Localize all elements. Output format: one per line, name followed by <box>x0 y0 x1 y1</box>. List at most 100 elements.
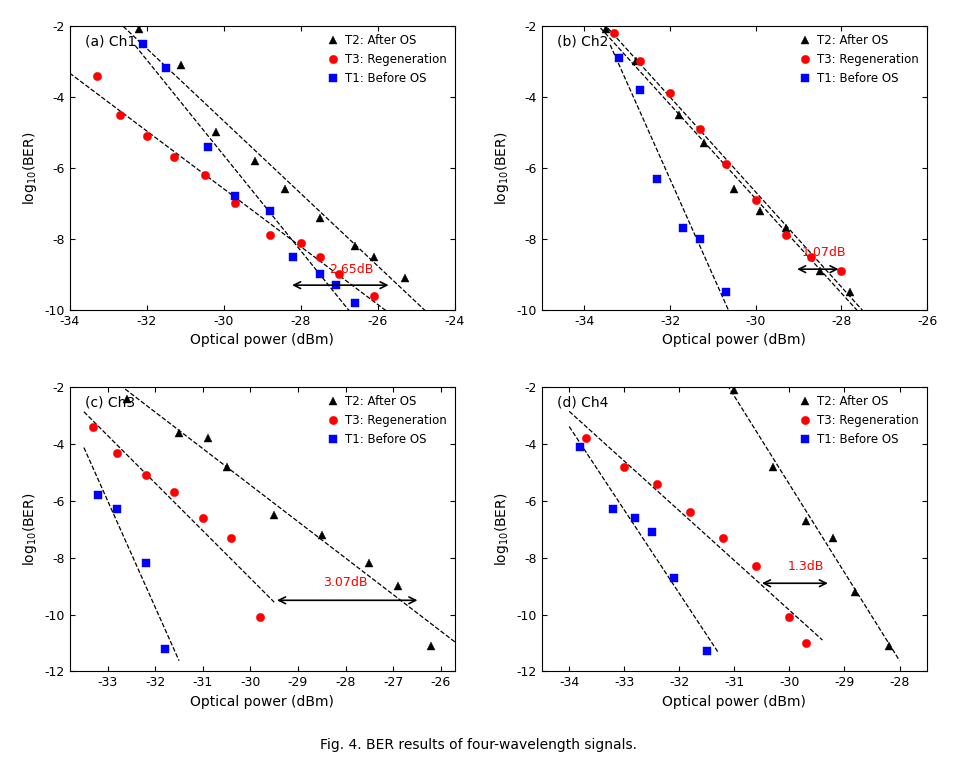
T3: Regeneration: (-32.4, -5.4): Regeneration: (-32.4, -5.4) <box>651 480 663 489</box>
T2: After OS: (-26.2, -11.1): After OS: (-26.2, -11.1) <box>425 641 437 651</box>
Y-axis label: log$_{10}$(BER): log$_{10}$(BER) <box>21 492 39 566</box>
Line: T2: After OS: T2: After OS <box>602 25 855 296</box>
Text: Fig. 4. BER results of four-wavelength signals.: Fig. 4. BER results of four-wavelength s… <box>321 739 637 752</box>
T3: Regeneration: (-30.7, -5.9): Regeneration: (-30.7, -5.9) <box>720 160 732 169</box>
T3: Regeneration: (-32.7, -3): Regeneration: (-32.7, -3) <box>634 57 646 66</box>
T1: Before OS: (-28.2, -8.5): Before OS: (-28.2, -8.5) <box>287 252 299 261</box>
T1: Before OS: (-31.5, -11.3): Before OS: (-31.5, -11.3) <box>701 647 713 656</box>
T2: After OS: (-28.4, -6.6): After OS: (-28.4, -6.6) <box>280 185 291 194</box>
T3: Regeneration: (-31.6, -5.7): Regeneration: (-31.6, -5.7) <box>169 488 180 497</box>
T1: Before OS: (-32.1, -8.7): Before OS: (-32.1, -8.7) <box>668 573 679 582</box>
T3: Regeneration: (-27.5, -8.5): Regeneration: (-27.5, -8.5) <box>314 252 326 261</box>
T2: After OS: (-30.3, -4.8): After OS: (-30.3, -4.8) <box>767 462 779 471</box>
T2: After OS: (-32.8, -3): After OS: (-32.8, -3) <box>630 57 642 66</box>
T3: Regeneration: (-30.6, -8.3): Regeneration: (-30.6, -8.3) <box>751 562 763 571</box>
X-axis label: Optical power (dBm): Optical power (dBm) <box>662 695 807 709</box>
T1: Before OS: (-31.8, -11.2): Before OS: (-31.8, -11.2) <box>159 644 171 653</box>
T1: Before OS: (-29.7, -6.8): Before OS: (-29.7, -6.8) <box>230 192 241 201</box>
T2: After OS: (-28.5, -7.2): After OS: (-28.5, -7.2) <box>316 530 328 540</box>
T2: After OS: (-27.5, -7.4): After OS: (-27.5, -7.4) <box>314 213 326 222</box>
T1: Before OS: (-33.2, -2.9): Before OS: (-33.2, -2.9) <box>613 53 625 62</box>
Legend: T2: After OS, T3: Regeneration, T1: Before OS: T2: After OS, T3: Regeneration, T1: Befo… <box>796 393 922 448</box>
T3: Regeneration: (-31.2, -7.3): Regeneration: (-31.2, -7.3) <box>718 534 729 543</box>
Line: T3: Regeneration: T3: Regeneration <box>582 434 810 647</box>
T3: Regeneration: (-28.8, -7.9): Regeneration: (-28.8, -7.9) <box>264 231 276 240</box>
T1: Before OS: (-31.5, -3.2): Before OS: (-31.5, -3.2) <box>160 64 171 73</box>
T2: After OS: (-26.9, -9): After OS: (-26.9, -9) <box>392 581 403 591</box>
T2: After OS: (-33.5, -2.1): After OS: (-33.5, -2.1) <box>600 25 611 34</box>
Legend: T2: After OS, T3: Regeneration, T1: Before OS: T2: After OS, T3: Regeneration, T1: Befo… <box>324 393 449 448</box>
T2: After OS: (-31.2, -5.3): After OS: (-31.2, -5.3) <box>698 138 710 147</box>
T3: Regeneration: (-30, -10.1): Regeneration: (-30, -10.1) <box>784 613 795 622</box>
Line: T2: After OS: T2: After OS <box>730 386 893 650</box>
T3: Regeneration: (-31.3, -4.9): Regeneration: (-31.3, -4.9) <box>695 125 706 134</box>
T2: After OS: (-31, -2.1): After OS: (-31, -2.1) <box>729 385 741 394</box>
T3: Regeneration: (-32.8, -4.3): Regeneration: (-32.8, -4.3) <box>111 448 123 457</box>
T1: Before OS: (-33.2, -5.8): Before OS: (-33.2, -5.8) <box>92 491 103 500</box>
Text: 1.3dB: 1.3dB <box>787 560 824 573</box>
Line: T2: After OS: T2: After OS <box>123 394 435 650</box>
T2: After OS: (-29.5, -6.5): After OS: (-29.5, -6.5) <box>268 511 280 520</box>
Text: (a) Ch1: (a) Ch1 <box>85 34 136 49</box>
Line: T2: After OS: T2: After OS <box>135 25 409 282</box>
Text: 2.65dB: 2.65dB <box>329 263 373 277</box>
Line: T1: Before OS: T1: Before OS <box>94 491 169 653</box>
T2: After OS: (-31.1, -3.1): After OS: (-31.1, -3.1) <box>175 60 187 69</box>
Text: 1.07dB: 1.07dB <box>802 245 847 258</box>
T2: After OS: (-28.5, -8.9): After OS: (-28.5, -8.9) <box>814 267 826 276</box>
T1: Before OS: (-32.5, -7.1): Before OS: (-32.5, -7.1) <box>646 527 657 537</box>
Legend: T2: After OS, T3: Regeneration, T1: Before OS: T2: After OS, T3: Regeneration, T1: Befo… <box>324 32 449 87</box>
T2: After OS: (-27.8, -9.5): After OS: (-27.8, -9.5) <box>844 288 855 297</box>
T3: Regeneration: (-27, -9): Regeneration: (-27, -9) <box>333 270 345 279</box>
T3: Regeneration: (-31.3, -5.7): Regeneration: (-31.3, -5.7) <box>168 153 179 162</box>
T3: Regeneration: (-33.3, -3.4): Regeneration: (-33.3, -3.4) <box>88 423 100 432</box>
Text: (d) Ch4: (d) Ch4 <box>558 396 608 410</box>
T2: After OS: (-26.1, -8.5): After OS: (-26.1, -8.5) <box>368 252 379 261</box>
T1: Before OS: (-28.8, -7.2): Before OS: (-28.8, -7.2) <box>264 206 276 215</box>
Y-axis label: log$_{10}$(BER): log$_{10}$(BER) <box>492 492 511 566</box>
T3: Regeneration: (-29.7, -11): Regeneration: (-29.7, -11) <box>800 638 811 648</box>
T3: Regeneration: (-33.3, -3.4): Regeneration: (-33.3, -3.4) <box>91 71 103 80</box>
Line: T1: Before OS: T1: Before OS <box>139 40 359 307</box>
T2: After OS: (-30.5, -6.6): After OS: (-30.5, -6.6) <box>729 185 741 194</box>
T3: Regeneration: (-32, -5.1): Regeneration: (-32, -5.1) <box>141 131 152 141</box>
T1: Before OS: (-30.4, -5.4): Before OS: (-30.4, -5.4) <box>202 142 214 151</box>
T3: Regeneration: (-32.2, -5.1): Regeneration: (-32.2, -5.1) <box>140 470 151 480</box>
X-axis label: Optical power (dBm): Optical power (dBm) <box>191 334 334 347</box>
T2: After OS: (-28.8, -9.2): After OS: (-28.8, -9.2) <box>850 587 861 597</box>
T1: Before OS: (-30.7, -9.5): Before OS: (-30.7, -9.5) <box>720 288 732 297</box>
T1: Before OS: (-32.3, -6.3): Before OS: (-32.3, -6.3) <box>651 174 663 183</box>
T2: After OS: (-29.2, -5.8): After OS: (-29.2, -5.8) <box>249 157 261 166</box>
T2: After OS: (-31.5, -3.6): After OS: (-31.5, -3.6) <box>173 428 185 437</box>
T1: Before OS: (-33.8, -4.1): Before OS: (-33.8, -4.1) <box>575 442 586 451</box>
T3: Regeneration: (-32, -3.9): Regeneration: (-32, -3.9) <box>665 89 676 98</box>
T1: Before OS: (-32.2, -8.2): Before OS: (-32.2, -8.2) <box>140 559 151 568</box>
T1: Before OS: (-31.3, -8): Before OS: (-31.3, -8) <box>695 234 706 243</box>
T2: After OS: (-29.3, -7.7): After OS: (-29.3, -7.7) <box>780 223 791 233</box>
T1: Before OS: (-32.8, -6.6): Before OS: (-32.8, -6.6) <box>629 513 641 522</box>
Text: (b) Ch2: (b) Ch2 <box>558 34 608 49</box>
T2: After OS: (-30.9, -3.8): After OS: (-30.9, -3.8) <box>202 434 214 443</box>
Y-axis label: log$_{10}$(BER): log$_{10}$(BER) <box>21 131 39 204</box>
T1: Before OS: (-33.2, -6.3): Before OS: (-33.2, -6.3) <box>607 505 619 514</box>
T2: After OS: (-29.2, -7.3): After OS: (-29.2, -7.3) <box>828 534 839 543</box>
T3: Regeneration: (-33.3, -2.2): Regeneration: (-33.3, -2.2) <box>608 28 620 37</box>
Line: T3: Regeneration: T3: Regeneration <box>610 29 846 275</box>
X-axis label: Optical power (dBm): Optical power (dBm) <box>662 334 807 347</box>
T1: Before OS: (-26.6, -9.8): Before OS: (-26.6, -9.8) <box>349 299 360 308</box>
X-axis label: Optical power (dBm): Optical power (dBm) <box>191 695 334 709</box>
T2: After OS: (-32.6, -2.4): After OS: (-32.6, -2.4) <box>121 394 132 403</box>
T3: Regeneration: (-28, -8.1): Regeneration: (-28, -8.1) <box>295 238 307 247</box>
Line: T1: Before OS: T1: Before OS <box>615 54 730 296</box>
T1: Before OS: (-31.7, -7.7): Before OS: (-31.7, -7.7) <box>677 223 689 233</box>
T2: After OS: (-27.5, -8.2): After OS: (-27.5, -8.2) <box>364 559 376 568</box>
T2: After OS: (-31.8, -4.5): After OS: (-31.8, -4.5) <box>673 110 684 119</box>
Y-axis label: log$_{10}$(BER): log$_{10}$(BER) <box>492 131 511 204</box>
T3: Regeneration: (-31.8, -6.4): Regeneration: (-31.8, -6.4) <box>685 508 696 517</box>
T1: Before OS: (-32.8, -6.3): Before OS: (-32.8, -6.3) <box>111 505 123 514</box>
Line: T3: Regeneration: T3: Regeneration <box>92 71 378 300</box>
T3: Regeneration: (-29.7, -7): Regeneration: (-29.7, -7) <box>230 199 241 208</box>
T2: After OS: (-25.3, -9.1): After OS: (-25.3, -9.1) <box>399 274 411 283</box>
T3: Regeneration: (-30.5, -6.2): Regeneration: (-30.5, -6.2) <box>198 170 210 179</box>
T3: Regeneration: (-28, -8.9): Regeneration: (-28, -8.9) <box>835 267 847 276</box>
